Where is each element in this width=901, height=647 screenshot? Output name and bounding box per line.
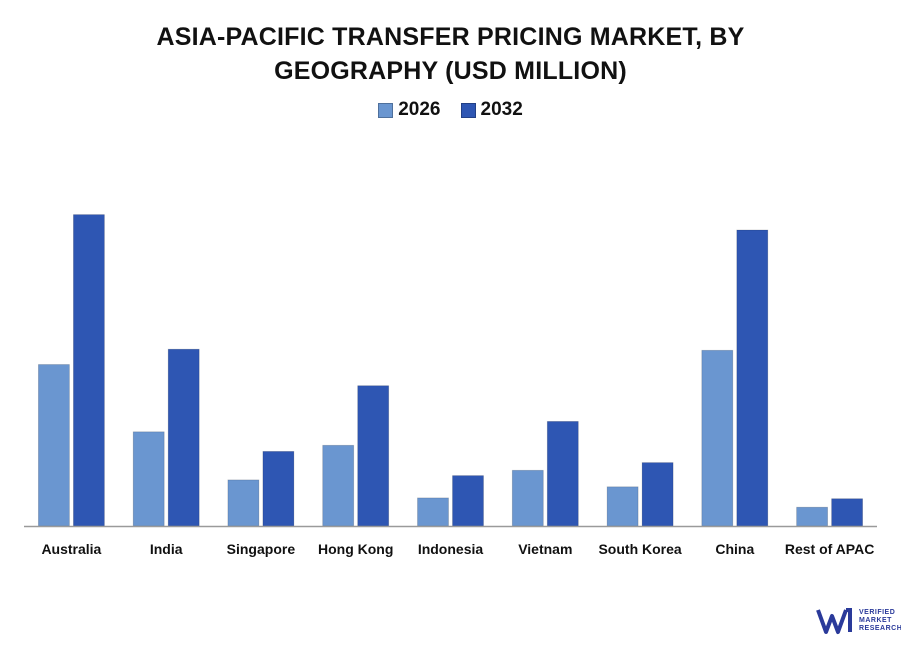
- legend-swatch-2032: [460, 102, 476, 118]
- x-tick-label: Indonesia: [418, 541, 484, 557]
- bar-south-korea-2026: [606, 486, 639, 527]
- logo-line-1: VERIFIED: [859, 609, 896, 616]
- bar-china-2032: [736, 229, 769, 527]
- legend-item-2032: 2032: [460, 99, 523, 121]
- bar-singapore-2026: [227, 479, 260, 527]
- legend-label-2032: 2032: [480, 99, 523, 120]
- bar-india-2032: [167, 348, 200, 527]
- x-tick-label: India: [150, 541, 183, 557]
- x-tick-label: Singapore: [227, 541, 296, 557]
- chart-title-line-1: ASIA-PACIFIC TRANSFER PRICING MARKET, BY: [156, 23, 745, 51]
- bar-vietnam-2026: [511, 469, 544, 527]
- x-tick-label: Rest of APAC: [785, 541, 874, 557]
- bar-hong-kong-2032: [357, 385, 390, 527]
- logo-line-2: MARKET: [859, 617, 892, 624]
- bar-australia-2032: [73, 214, 105, 527]
- bar-rest-of-apac-2026: [796, 506, 828, 527]
- x-tick-label: Vietnam: [518, 541, 572, 557]
- bar-hong-kong-2026: [322, 444, 355, 527]
- bar-indonesia-2026: [417, 497, 449, 527]
- legend-item-2026: 2026: [378, 99, 441, 121]
- bar-australia-2026: [38, 364, 70, 527]
- x-tick-label: South Korea: [598, 541, 681, 557]
- x-tick-label: China: [715, 541, 754, 557]
- vmr-logo: VERIFIED MARKET RESEARCH: [816, 606, 901, 636]
- bar-vietnam-2032: [546, 420, 579, 527]
- bar-south-korea-2032: [641, 462, 674, 527]
- chart-title-line-2: GEOGRAPHY (USD MILLION): [274, 57, 627, 85]
- chart-title: ASIA-PACIFIC TRANSFER PRICING MARKET, BY…: [0, 20, 901, 88]
- vmr-logo-text: VERIFIED MARKET RESEARCH: [859, 609, 901, 633]
- bar-india-2026: [132, 431, 165, 527]
- logo-line-3: RESEARCH: [859, 625, 901, 632]
- vmr-logo-icon: [816, 608, 852, 634]
- legend-swatch-2026: [378, 102, 394, 118]
- bar-indonesia-2032: [452, 475, 484, 527]
- bar-china-2026: [701, 349, 734, 527]
- x-tick-label: Hong Kong: [318, 541, 393, 557]
- legend-label-2026: 2026: [398, 99, 441, 120]
- bar-rest-of-apac-2032: [831, 498, 863, 527]
- chart-legend: 2026 2032: [0, 99, 901, 121]
- bar-singapore-2032: [262, 450, 295, 527]
- x-tick-label: Australia: [41, 541, 101, 557]
